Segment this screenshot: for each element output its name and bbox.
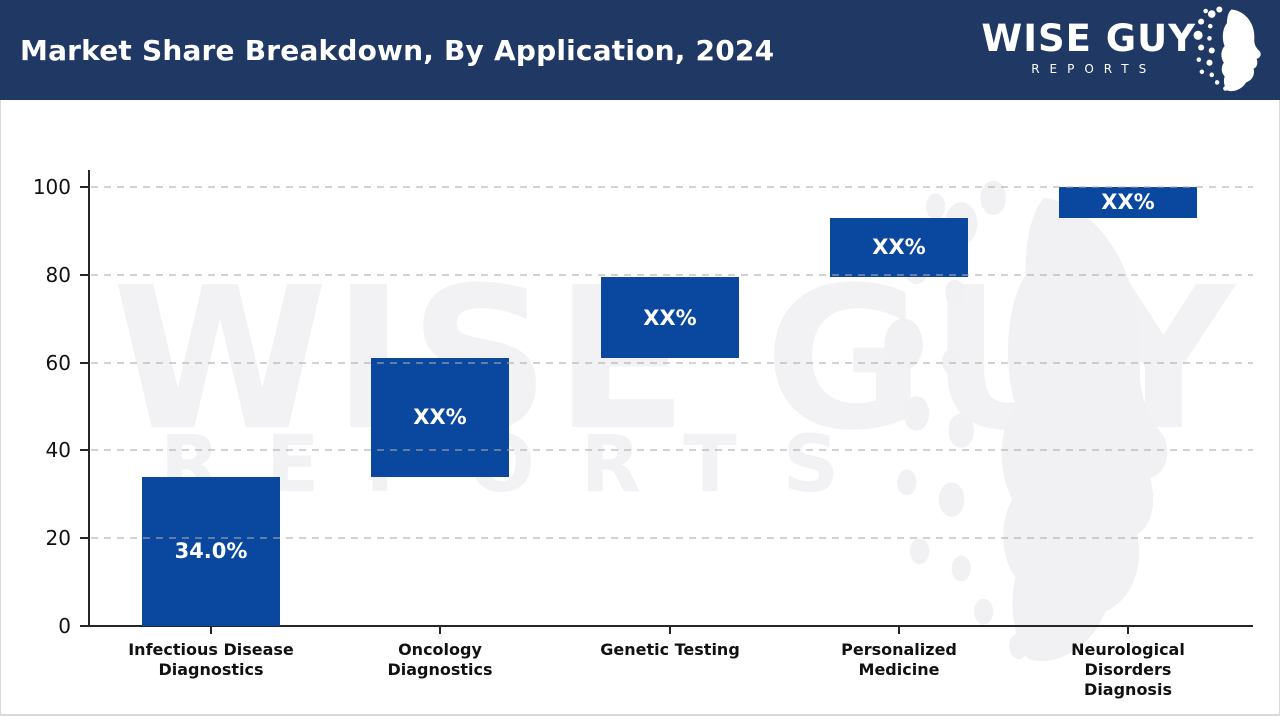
y-axis-tick-label: 0 <box>58 614 71 638</box>
category-label-line: Neurological <box>1071 640 1185 659</box>
y-axis-tick <box>80 273 89 276</box>
category-label-line: Diagnostics <box>387 660 493 679</box>
bar-value-label: XX% <box>413 405 467 430</box>
y-axis-tick <box>80 625 89 627</box>
x-axis-tick <box>1127 627 1129 634</box>
x-axis-tick <box>898 627 900 634</box>
page-title: Market Share Breakdown, By Application, … <box>20 33 775 67</box>
gridline <box>91 361 1253 364</box>
gridline <box>91 537 1253 540</box>
bar-segment <box>1059 187 1197 218</box>
bar-value-label: XX% <box>872 235 926 260</box>
bar-segment <box>601 276 739 359</box>
category-label: Genetic Testing <box>555 640 785 660</box>
bar-value-label: XX% <box>643 305 697 330</box>
category-label-line: Diagnostics <box>158 660 264 679</box>
x-axis-tick <box>439 627 441 634</box>
category-label-line: Medicine <box>858 660 940 679</box>
bar-segment <box>830 217 968 277</box>
header: Market Share Breakdown, By Application, … <box>0 0 1280 100</box>
brand-name: WISE GUY <box>981 17 1196 60</box>
brand-logo: WISE GUY REPORTS <box>981 4 1268 94</box>
watermark-face-icon <box>884 180 1168 661</box>
y-axis-tick <box>80 186 89 188</box>
category-label-line: Infectious Disease <box>128 640 294 659</box>
brand-logo-text: WISE GUY REPORTS <box>981 20 1196 76</box>
y-axis-tick <box>80 361 89 364</box>
category-label: Oncology Diagnostics <box>325 640 555 680</box>
category-label-line: Personalized <box>841 640 957 659</box>
category-label-line: Diagnosis <box>1084 680 1172 699</box>
bar-segment <box>142 476 280 626</box>
bar-segment <box>371 358 509 477</box>
y-axis-tick-label: 20 <box>45 526 71 551</box>
brand-face-icon <box>1193 6 1261 92</box>
gridline <box>91 449 1253 452</box>
y-axis-tick-label: 80 <box>45 262 71 287</box>
bar-value-label: XX% <box>1101 190 1155 215</box>
category-label-line: Oncology <box>398 640 482 659</box>
y-axis-line <box>88 170 90 627</box>
y-axis-tick <box>80 449 89 452</box>
gridline <box>91 186 1253 188</box>
bar-value-label: 34.0% <box>174 539 248 564</box>
category-label-line: Disorders <box>1084 660 1172 679</box>
gridline <box>91 273 1253 276</box>
y-axis-tick <box>80 537 89 540</box>
x-axis-tick <box>210 627 212 634</box>
y-axis-tick-label: 60 <box>45 350 71 375</box>
x-axis-tick <box>669 627 671 634</box>
y-axis-tick-label: 40 <box>45 438 71 463</box>
x-axis-line <box>88 625 1253 627</box>
category-label: Neurological Disorders Diagnosis <box>1013 640 1243 700</box>
category-label-line: Genetic Testing <box>600 640 740 659</box>
brand-subtitle: REPORTS <box>1031 62 1157 76</box>
y-axis-tick-label: 100 <box>32 175 71 199</box>
category-label: Personalized Medicine <box>784 640 1014 680</box>
category-label: Infectious Disease Diagnostics <box>96 640 326 680</box>
